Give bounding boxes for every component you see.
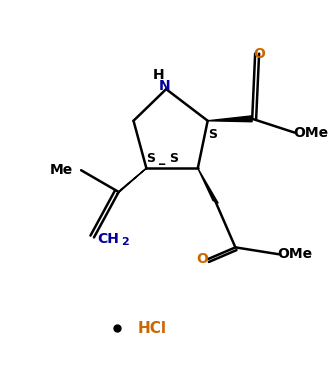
Text: 2: 2 xyxy=(121,237,128,247)
Text: CH: CH xyxy=(97,232,119,246)
Text: S: S xyxy=(169,152,178,165)
Text: HCl: HCl xyxy=(137,321,166,336)
Text: O: O xyxy=(196,252,208,266)
Text: N: N xyxy=(158,79,170,93)
Text: Me: Me xyxy=(50,163,73,177)
Text: H: H xyxy=(153,68,164,82)
Text: S: S xyxy=(208,128,217,141)
Text: _: _ xyxy=(159,152,165,165)
Polygon shape xyxy=(208,116,252,122)
Polygon shape xyxy=(198,168,218,203)
Text: OMe: OMe xyxy=(277,247,312,261)
Polygon shape xyxy=(117,168,146,194)
Text: OMe: OMe xyxy=(293,125,328,139)
Text: O: O xyxy=(253,47,265,61)
Text: S: S xyxy=(146,152,155,165)
